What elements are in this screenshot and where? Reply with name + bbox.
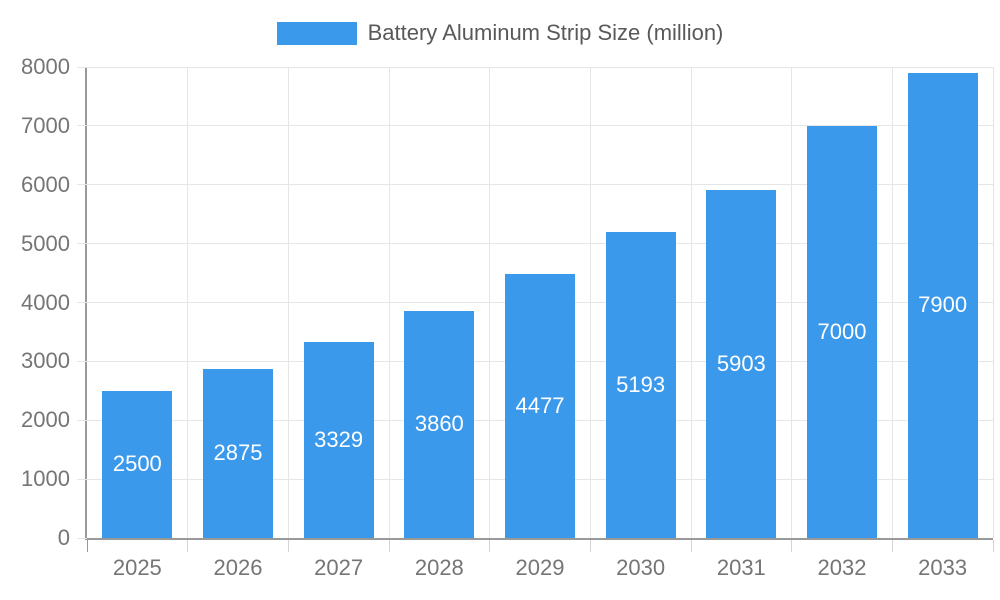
bar-value-label-2031: 5903 (716, 351, 766, 377)
y-axis-tick-6000 (77, 184, 87, 186)
y-axis-label-5000: 5000 (21, 230, 70, 256)
bar-value-label-2025: 2500 (112, 451, 162, 477)
x-axis-label-2032: 2032 (817, 555, 867, 580)
bar-2030: 5193 (605, 232, 676, 538)
bar-value-label-2032: 7000 (817, 318, 867, 344)
y-axis-label-2000: 2000 (21, 407, 70, 433)
gridline-vertical-8 (891, 67, 893, 538)
y-axis-label-8000: 8000 (21, 54, 70, 79)
x-axis-tick-0 (86, 540, 88, 552)
gridline-vertical-2 (287, 67, 289, 538)
x-axis-label-2029: 2029 (515, 555, 565, 580)
bar-value-label-2026: 2875 (213, 440, 263, 466)
bar-value-label-2028: 3860 (414, 411, 464, 437)
y-axis-label-7000: 7000 (21, 112, 70, 138)
gridline-vertical-4 (489, 67, 491, 538)
x-axis-tick-2 (287, 540, 289, 552)
x-axis-label-2027: 2027 (314, 555, 364, 580)
gridline-vertical-1 (187, 67, 189, 538)
y-axis-tick-5000 (77, 243, 87, 245)
x-axis-label-2033: 2033 (918, 555, 968, 580)
bar-2025: 2500 (102, 390, 173, 538)
x-axis-label-2025: 2025 (112, 555, 162, 580)
gridline-vertical-9 (992, 67, 994, 538)
x-axis-tick-3 (388, 540, 390, 552)
bar-value-label-2029: 4477 (515, 393, 565, 419)
gridline-horizontal-6000 (87, 184, 993, 186)
y-axis-tick-8000 (77, 66, 87, 68)
x-axis-tick-9 (992, 540, 994, 552)
x-axis-tick-5 (589, 540, 591, 552)
bar-2033: 7900 (907, 72, 978, 538)
bar-value-label-2027: 3329 (314, 426, 364, 452)
x-axis-tick-4 (489, 540, 491, 552)
bar-2031: 5903 (706, 190, 777, 538)
y-axis-label-6000: 6000 (21, 171, 70, 197)
x-axis-label-2026: 2026 (213, 555, 263, 580)
gridline-horizontal-7000 (87, 125, 993, 127)
gridline-vertical-7 (791, 67, 793, 538)
bar-2029: 4477 (505, 274, 575, 538)
x-axis-label-2031: 2031 (716, 555, 766, 580)
legend-swatch-icon (276, 21, 357, 45)
y-axis-tick-1000 (77, 478, 87, 480)
gridline-horizontal-5000 (87, 243, 993, 245)
y-axis-tick-3000 (77, 360, 87, 362)
y-axis-tick-2000 (77, 419, 87, 421)
x-axis-label-2028: 2028 (414, 555, 464, 580)
x-axis-tick-8 (891, 540, 893, 552)
x-axis-tick-1 (187, 540, 189, 552)
x-axis-tick-6 (690, 540, 692, 552)
x-axis-tick-7 (791, 540, 793, 552)
bar-2026: 2875 (203, 368, 273, 538)
bar-2032: 7000 (807, 125, 877, 538)
legend-item[interactable]: Battery Aluminum Strip Size (million) (0, 20, 1000, 46)
gridline-vertical-6 (690, 67, 692, 538)
y-axis-tick-0 (77, 537, 87, 539)
gridline-vertical-3 (388, 67, 390, 538)
plot-area: 0 1000 2000 3000 4000 5000 6000 7000 8000 2500 202… (21, 54, 994, 580)
x-axis-label-2030: 2030 (616, 555, 666, 580)
legend-label: Battery Aluminum Strip Size (million) (367, 20, 724, 45)
y-axis-label-0: 0 (57, 525, 70, 550)
bar-2027: 3329 (303, 342, 374, 538)
gridline-vertical-5 (589, 67, 591, 538)
bar-value-label-2030: 5193 (616, 372, 666, 398)
y-axis-tick-7000 (77, 125, 87, 127)
y-axis-label-4000: 4000 (21, 289, 70, 315)
y-axis-tick-4000 (77, 302, 87, 303)
bar-value-label-2033: 7900 (918, 292, 968, 318)
gridline-horizontal-8000 (87, 66, 993, 68)
bar-2028: 3860 (404, 310, 475, 538)
y-axis-label-3000: 3000 (21, 348, 70, 374)
y-axis-label-1000: 1000 (21, 466, 70, 492)
